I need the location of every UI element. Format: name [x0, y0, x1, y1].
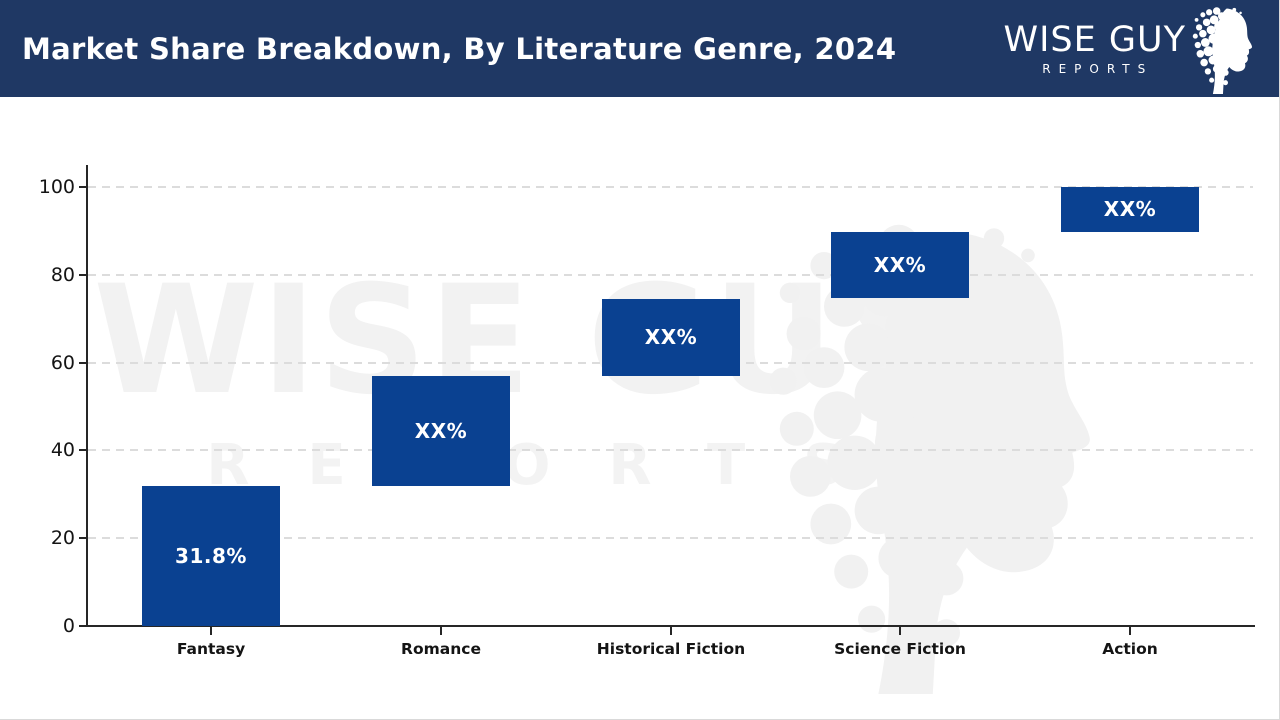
x-tick-mark-science-fiction [899, 627, 901, 635]
y-tick-label-80: 80 [50, 263, 75, 286]
x-tick-mark-romance [440, 627, 442, 635]
bar-historical-fiction: XX% [602, 298, 740, 376]
x-category-label-romance: Romance [401, 640, 481, 658]
gridline-80 [88, 273, 1253, 276]
y-tick-label-20: 20 [50, 527, 75, 550]
gridline-20 [88, 537, 1253, 540]
y-tick-label-0: 0 [62, 615, 75, 637]
watermark-subtitle-text: REPORTS [206, 433, 902, 498]
bar-fantasy: 31.8% [142, 486, 280, 626]
brand-head-icon [1190, 6, 1266, 94]
x-category-label-fantasy: Fantasy [176, 640, 246, 658]
y-axis-line [86, 165, 88, 627]
x-tick-mark-historical-fiction [670, 627, 672, 635]
x-tick-mark-action [1129, 627, 1131, 635]
bar-value-label-action: XX% [1103, 197, 1157, 222]
y-tick-mark-0 [79, 625, 87, 627]
gridline-100 [88, 186, 1253, 188]
y-tick-mark-20 [79, 537, 87, 540]
x-category-label-science-fiction: Science Fiction [834, 640, 966, 658]
brand-logo: WISE GUY REPORTS [1003, 6, 1266, 94]
brand-name: WISE GUY [1003, 20, 1186, 60]
x-tick-mark-fantasy [210, 627, 212, 635]
x-category-label-action: Action [1102, 640, 1158, 658]
header-bar: Market Share Breakdown, By Literature Ge… [0, 0, 1279, 97]
y-tick-mark-100 [79, 186, 87, 188]
brand-subtitle: REPORTS [1042, 62, 1154, 76]
y-tick-mark-60 [79, 361, 87, 364]
bar-science-fiction: XX% [831, 231, 969, 299]
y-tick-label-40: 40 [50, 439, 75, 462]
x-axis-line [86, 625, 1255, 627]
y-tick-label-60: 60 [50, 351, 75, 374]
x-category-label-historical-fiction: Historical Fiction [596, 640, 746, 658]
brand-logo-text: WISE GUY REPORTS [1003, 20, 1186, 77]
bar-value-label-fantasy: 31.8% [175, 544, 247, 569]
y-tick-label-100: 100 [38, 176, 75, 198]
gridline-40 [88, 449, 1253, 452]
bar-value-label-romance: XX% [414, 419, 468, 444]
bar-romance: XX% [372, 375, 510, 487]
y-tick-mark-80 [79, 273, 87, 276]
y-tick-mark-40 [79, 449, 87, 452]
bar-action: XX% [1061, 187, 1199, 232]
bar-value-label-science-fiction: XX% [873, 253, 927, 278]
bar-value-label-historical-fiction: XX% [644, 325, 698, 350]
page-title: Market Share Breakdown, By Literature Ge… [22, 31, 897, 66]
